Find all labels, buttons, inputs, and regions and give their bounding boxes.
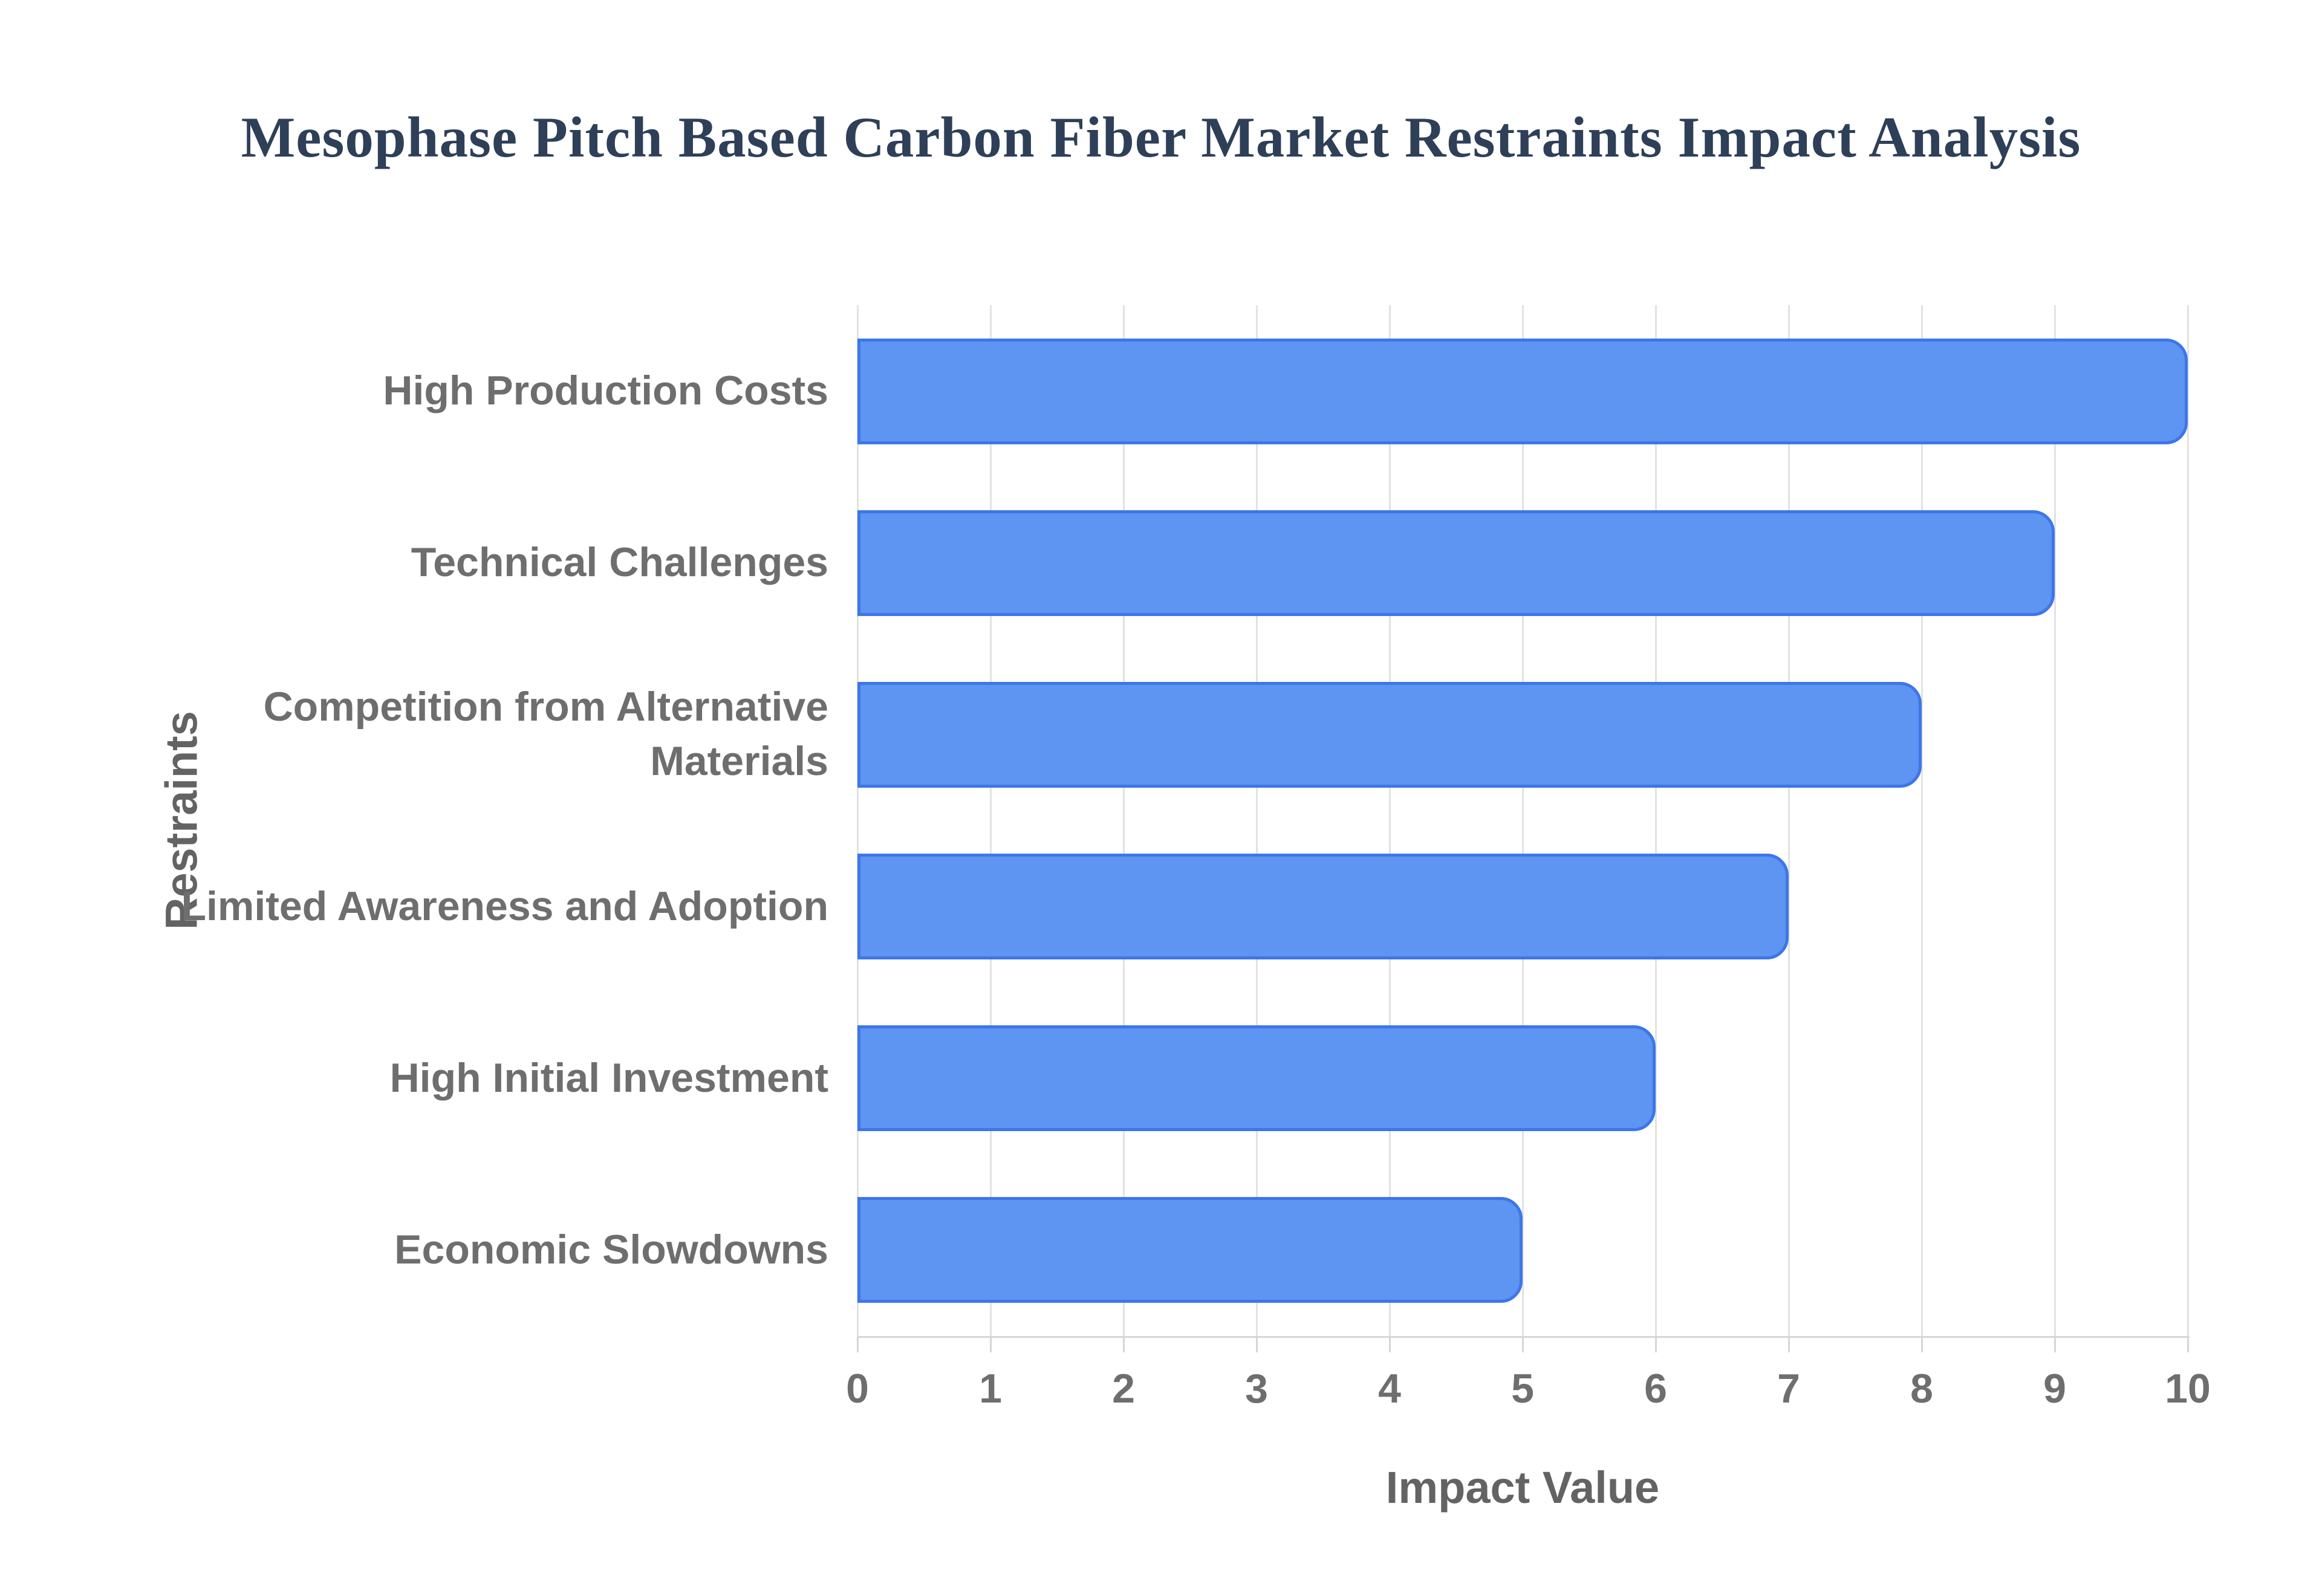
x-tick-mark-7 [1788, 1336, 1790, 1352]
gridline-x-2 [1123, 305, 1125, 1336]
x-tick-label-6: 6 [1644, 1366, 1667, 1412]
gridline-x-5 [1522, 305, 1524, 1336]
chart-bar-economic-slowdowns[interactable] [857, 1197, 1523, 1303]
chart-bar-technical-challenges[interactable] [857, 510, 2055, 616]
x-tick-label-2: 2 [1112, 1366, 1135, 1412]
chart-bar-competition-from-alternative-materials[interactable] [857, 682, 1922, 788]
x-tick-mark-9 [2054, 1336, 2056, 1352]
chart-bar-high-initial-investment[interactable] [857, 1025, 1656, 1131]
gridline-x-6 [1655, 305, 1657, 1336]
gridline-x-1 [990, 305, 992, 1336]
category-label-high-production-costs: High Production Costs [383, 368, 828, 414]
x-tick-mark-1 [990, 1336, 992, 1352]
x-tick-mark-2 [1123, 1336, 1125, 1352]
x-tick-label-3: 3 [1245, 1366, 1268, 1412]
x-axis-title: Impact Value [1385, 1462, 1660, 1513]
x-tick-mark-3 [1256, 1336, 1258, 1352]
chart-bar-limited-awareness-and-adoption[interactable] [857, 854, 1789, 959]
x-tick-mark-4 [1389, 1336, 1391, 1352]
x-axis-line [857, 1336, 2190, 1338]
x-tick-label-1: 1 [979, 1366, 1002, 1412]
gridline-x-10 [2187, 305, 2189, 1336]
gridline-x-3 [1256, 305, 1258, 1336]
category-label-limited-awareness-and-adoption: Limited Awareness and Adoption [181, 883, 828, 930]
x-tick-label-9: 9 [2043, 1366, 2066, 1412]
category-label-high-initial-investment: High Initial Investment [389, 1055, 828, 1101]
chart-bar-high-production-costs[interactable] [857, 339, 2188, 444]
x-tick-label-5: 5 [1511, 1366, 1534, 1412]
gridline-x-9 [2054, 305, 2056, 1336]
x-tick-mark-6 [1655, 1336, 1657, 1352]
x-tick-mark-8 [1921, 1336, 1923, 1352]
gridline-x-8 [1921, 305, 1923, 1336]
x-tick-mark-5 [1522, 1336, 1524, 1352]
category-label-economic-slowdowns: Economic Slowdowns [394, 1227, 828, 1273]
gridline-x-0 [857, 305, 859, 1336]
x-tick-label-0: 0 [846, 1366, 869, 1412]
plot-area [857, 305, 2190, 1352]
chart-title: Mesophase Pitch Based Carbon Fiber Marke… [241, 105, 2081, 169]
x-tick-label-8: 8 [1910, 1366, 1933, 1412]
x-tick-label-10: 10 [2165, 1366, 2211, 1412]
category-label-competition-from-alternative-materials: Competition from Alternative Materials [263, 684, 828, 784]
x-tick-mark-0 [857, 1336, 859, 1352]
gridline-x-7 [1788, 305, 1790, 1336]
x-tick-label-4: 4 [1378, 1366, 1401, 1412]
category-label-technical-challenges: Technical Challenges [411, 539, 828, 586]
x-tick-label-7: 7 [1777, 1366, 1800, 1412]
x-tick-mark-10 [2187, 1336, 2189, 1352]
gridline-x-4 [1389, 305, 1391, 1336]
